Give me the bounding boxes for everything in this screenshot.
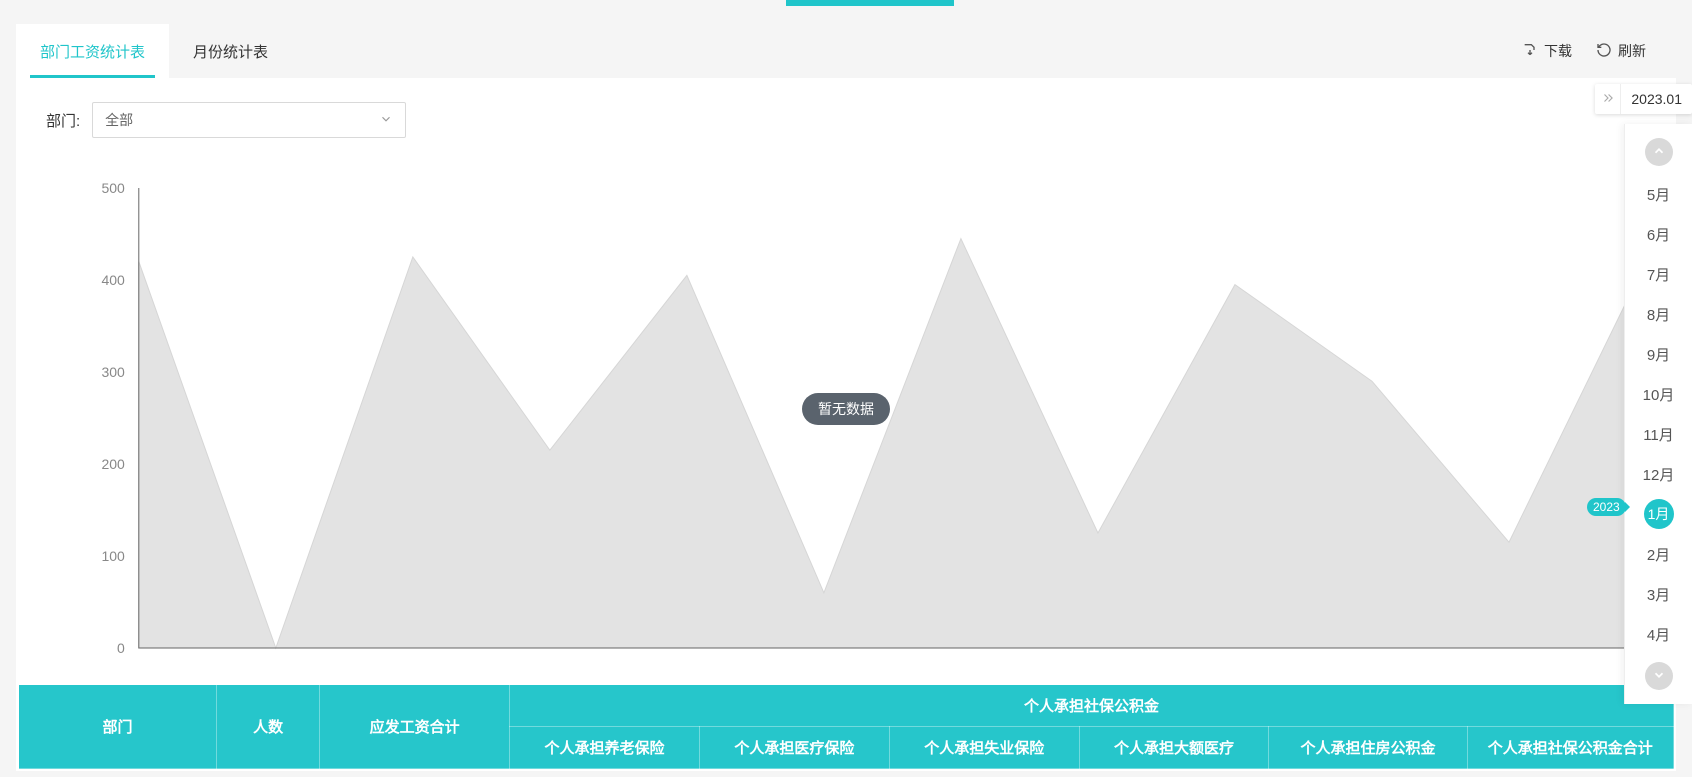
tabs-actions: 下载 刷新 [1522,24,1646,78]
col-sub: 个人承担医疗保险 [699,727,889,769]
month-item[interactable]: 11月 [1625,414,1692,454]
month-label: 8月 [1647,304,1670,325]
month-label: 9月 [1647,344,1670,365]
month-label: 10月 [1643,384,1675,405]
chevron-right-double-icon [1601,91,1615,108]
dept-select-value: 全部 [105,110,133,130]
tab-label: 部门工资统计表 [40,41,145,62]
download-button[interactable]: 下载 [1522,41,1572,61]
svg-text:0: 0 [117,640,125,656]
col-group-social: 个人承担社保公积金 [510,685,1674,727]
download-label: 下载 [1544,41,1572,61]
col-sub: 个人承担失业保险 [889,727,1079,769]
dept-select[interactable]: 全部 [92,102,406,138]
rail-scroll-down[interactable] [1645,662,1673,690]
rail-collapse-button[interactable] [1595,84,1621,114]
svg-text:400: 400 [101,272,125,288]
month-item[interactable]: 6月 [1625,214,1692,254]
download-icon [1522,42,1538,61]
month-item[interactable]: 3月 [1625,574,1692,614]
svg-text:500: 500 [101,180,125,196]
tab-dept-stats[interactable]: 部门工资统计表 [16,24,169,78]
svg-text:200: 200 [101,456,125,472]
chevron-down-icon [379,112,393,129]
filter-label: 部门: [46,110,80,131]
col-sub: 个人承担养老保险 [510,727,700,769]
empty-data-badge: 暂无数据 [802,393,890,425]
salary-table: 部门 人数 应发工资合计 个人承担社保公积金 个人承担养老保险个人承担医疗保险个… [18,684,1674,769]
month-item[interactable]: 20231月 [1625,494,1692,534]
col-gross: 应发工资合计 [320,685,510,769]
tab-label: 月份统计表 [193,41,268,62]
svg-text:300: 300 [101,364,125,380]
chevron-up-icon [1652,144,1666,161]
table-wrap: 部门 人数 应发工资合计 个人承担社保公积金 个人承担养老保险个人承担医疗保险个… [16,684,1676,769]
filter-row: 部门: 全部 [16,78,1676,148]
empty-text: 暂无数据 [818,401,874,417]
table-header: 部门 人数 应发工资合计 个人承担社保公积金 个人承担养老保险个人承担医疗保险个… [19,685,1674,769]
tabs-bar: 部门工资统计表 月份统计表 下载 刷新 [16,24,1676,78]
month-item[interactable]: 12月 [1625,454,1692,494]
chevron-down-icon [1652,668,1666,685]
rail-header: 2023.01 [1595,84,1692,114]
month-label: 7月 [1647,264,1670,285]
month-bubble: 1月 [1644,499,1674,529]
svg-text:100: 100 [101,548,125,564]
month-item[interactable]: 10月 [1625,374,1692,414]
chart-area: 0 100 200 300 400 500 暂无数据 [46,168,1646,668]
year-tag: 2023 [1587,498,1626,516]
month-item[interactable]: 8月 [1625,294,1692,334]
col-sub: 个人承担大额医疗 [1079,727,1269,769]
month-label: 4月 [1647,624,1670,645]
top-tab-indicator [786,0,954,6]
rail-current-date: 2023.01 [1621,91,1692,107]
month-label: 2月 [1647,544,1670,565]
main-card: 部门工资统计表 月份统计表 下载 刷新 [16,24,1676,771]
month-item[interactable]: 7月 [1625,254,1692,294]
col-dept: 部门 [19,685,217,769]
tab-month-stats[interactable]: 月份统计表 [169,24,292,78]
month-item[interactable]: 2月 [1625,534,1692,574]
month-label: 5月 [1647,184,1670,205]
month-label: 11月 [1643,424,1674,445]
refresh-label: 刷新 [1618,41,1646,61]
col-sub: 个人承担社保公积金合计 [1467,727,1673,769]
refresh-icon [1596,42,1612,61]
rail-scroll-up[interactable] [1645,138,1673,166]
month-label: 12月 [1643,464,1675,485]
month-item[interactable]: 9月 [1625,334,1692,374]
month-rail: 5月 6月 7月 8月 9月 10月 11月 12月 20231月 2月 3月 4月 [1624,124,1692,704]
month-list: 5月 6月 7月 8月 9月 10月 11月 12月 20231月 2月 3月 4月 [1625,174,1692,654]
col-sub: 个人承担住房公积金 [1269,727,1467,769]
col-count: 人数 [217,685,320,769]
month-label: 6月 [1647,224,1670,245]
refresh-button[interactable]: 刷新 [1596,41,1646,61]
month-item[interactable]: 5月 [1625,174,1692,214]
month-label: 3月 [1647,584,1670,605]
month-item[interactable]: 4月 [1625,614,1692,654]
